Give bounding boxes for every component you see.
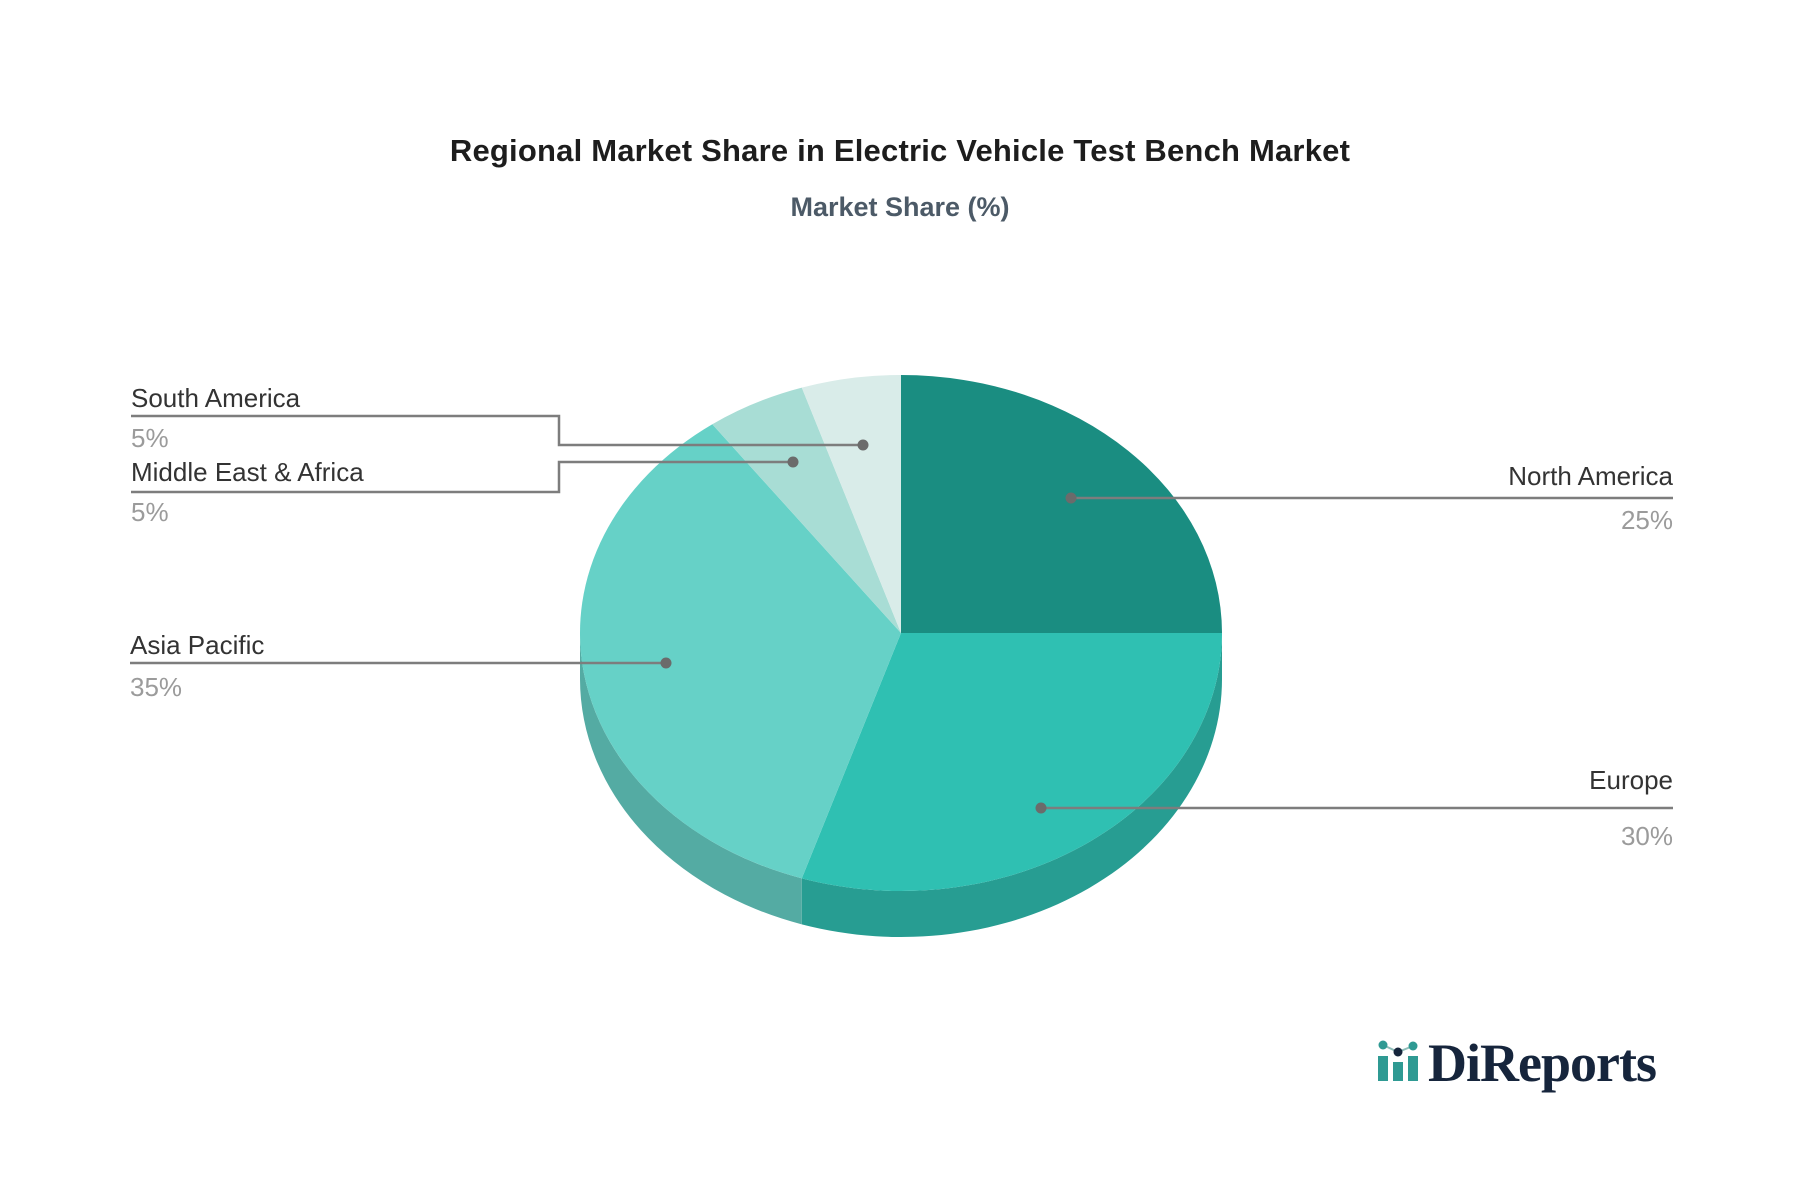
dot-asia-pacific [660, 657, 672, 669]
label-south-america: South America [131, 383, 301, 413]
chart-title: Regional Market Share in Electric Vehicl… [449, 133, 1351, 168]
pct-middle-east-africa: 5% [131, 497, 169, 527]
pie-slices[interactable] [579, 375, 1222, 937]
slice-middle-east-africa[interactable] [712, 387, 901, 633]
slice-asia-pacific[interactable] [579, 424, 901, 879]
slice-south-america[interactable] [801, 375, 901, 633]
dot-north-america [1065, 492, 1077, 504]
label-asia-pacific: Asia Pacific [130, 630, 265, 660]
chart-subtitle: Market Share (%) [790, 192, 1010, 222]
dot-middle-east-africa [787, 456, 799, 468]
logo-text: DiReports [1428, 1033, 1657, 1093]
logo: DiReports [1372, 1033, 1657, 1093]
pct-europe: 30% [1620, 821, 1673, 851]
label-north-america: North America [1508, 461, 1673, 491]
slice-side-asia-pacific[interactable] [580, 633, 802, 925]
dot-europe [1035, 802, 1047, 814]
logo-bars-icon [1378, 1040, 1418, 1081]
slice-europe[interactable] [801, 633, 1222, 891]
pct-asia-pacific: 35% [130, 672, 183, 702]
leader-middle-east-africa [131, 460, 793, 494]
leader-south-america [131, 414, 863, 447]
pct-north-america: 25% [1620, 505, 1673, 535]
leader-dots [660, 439, 1077, 814]
pct-south-america: 5% [131, 423, 169, 453]
label-middle-east-africa: Middle East & Africa [131, 457, 364, 487]
slice-side-europe[interactable] [801, 633, 1222, 937]
label-europe: Europe [1589, 765, 1673, 795]
dot-south-america [857, 439, 869, 451]
slice-north-america[interactable] [901, 375, 1222, 633]
leader-lines [130, 414, 1673, 810]
